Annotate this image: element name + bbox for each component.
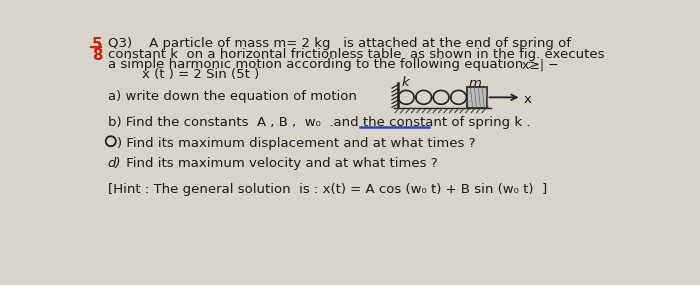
Text: k: k <box>401 76 409 89</box>
Text: a simple harmonic motion according to the following equation :: a simple harmonic motion according to th… <box>108 58 531 71</box>
Text: 8: 8 <box>92 48 103 63</box>
Text: x≥| −: x≥| − <box>522 58 558 71</box>
Bar <box>468 87 486 108</box>
Text: b) Find the constants  A , B ,  w₀  .and the constant of spring k .: b) Find the constants A , B , w₀ .and th… <box>108 116 530 129</box>
Text: d): d) <box>108 157 121 170</box>
Text: 5: 5 <box>92 37 103 52</box>
Text: m: m <box>469 77 482 90</box>
Text: a) write down the equation of motion: a) write down the equation of motion <box>108 90 356 103</box>
Text: Find its maximum velocity and at what times ?: Find its maximum velocity and at what ti… <box>122 157 438 170</box>
Text: constant k  on a horizontal frictionless table  as shown in the fig. executes: constant k on a horizontal frictionless … <box>108 48 604 61</box>
Text: ) Find its maximum displacement and at what times ?: ) Find its maximum displacement and at w… <box>117 137 475 150</box>
Text: x: x <box>524 93 532 107</box>
Text: x (t ) = 2 Sin (5t ): x (t ) = 2 Sin (5t ) <box>108 68 259 82</box>
Text: Q3)    A particle of mass m= 2 kg   is attached at the end of spring of: Q3) A particle of mass m= 2 kg is attach… <box>108 37 570 50</box>
Text: [Hint : The general solution  is : x(t) = A cos (w₀ t) + B sin (w₀ t)  ]: [Hint : The general solution is : x(t) =… <box>108 183 547 196</box>
